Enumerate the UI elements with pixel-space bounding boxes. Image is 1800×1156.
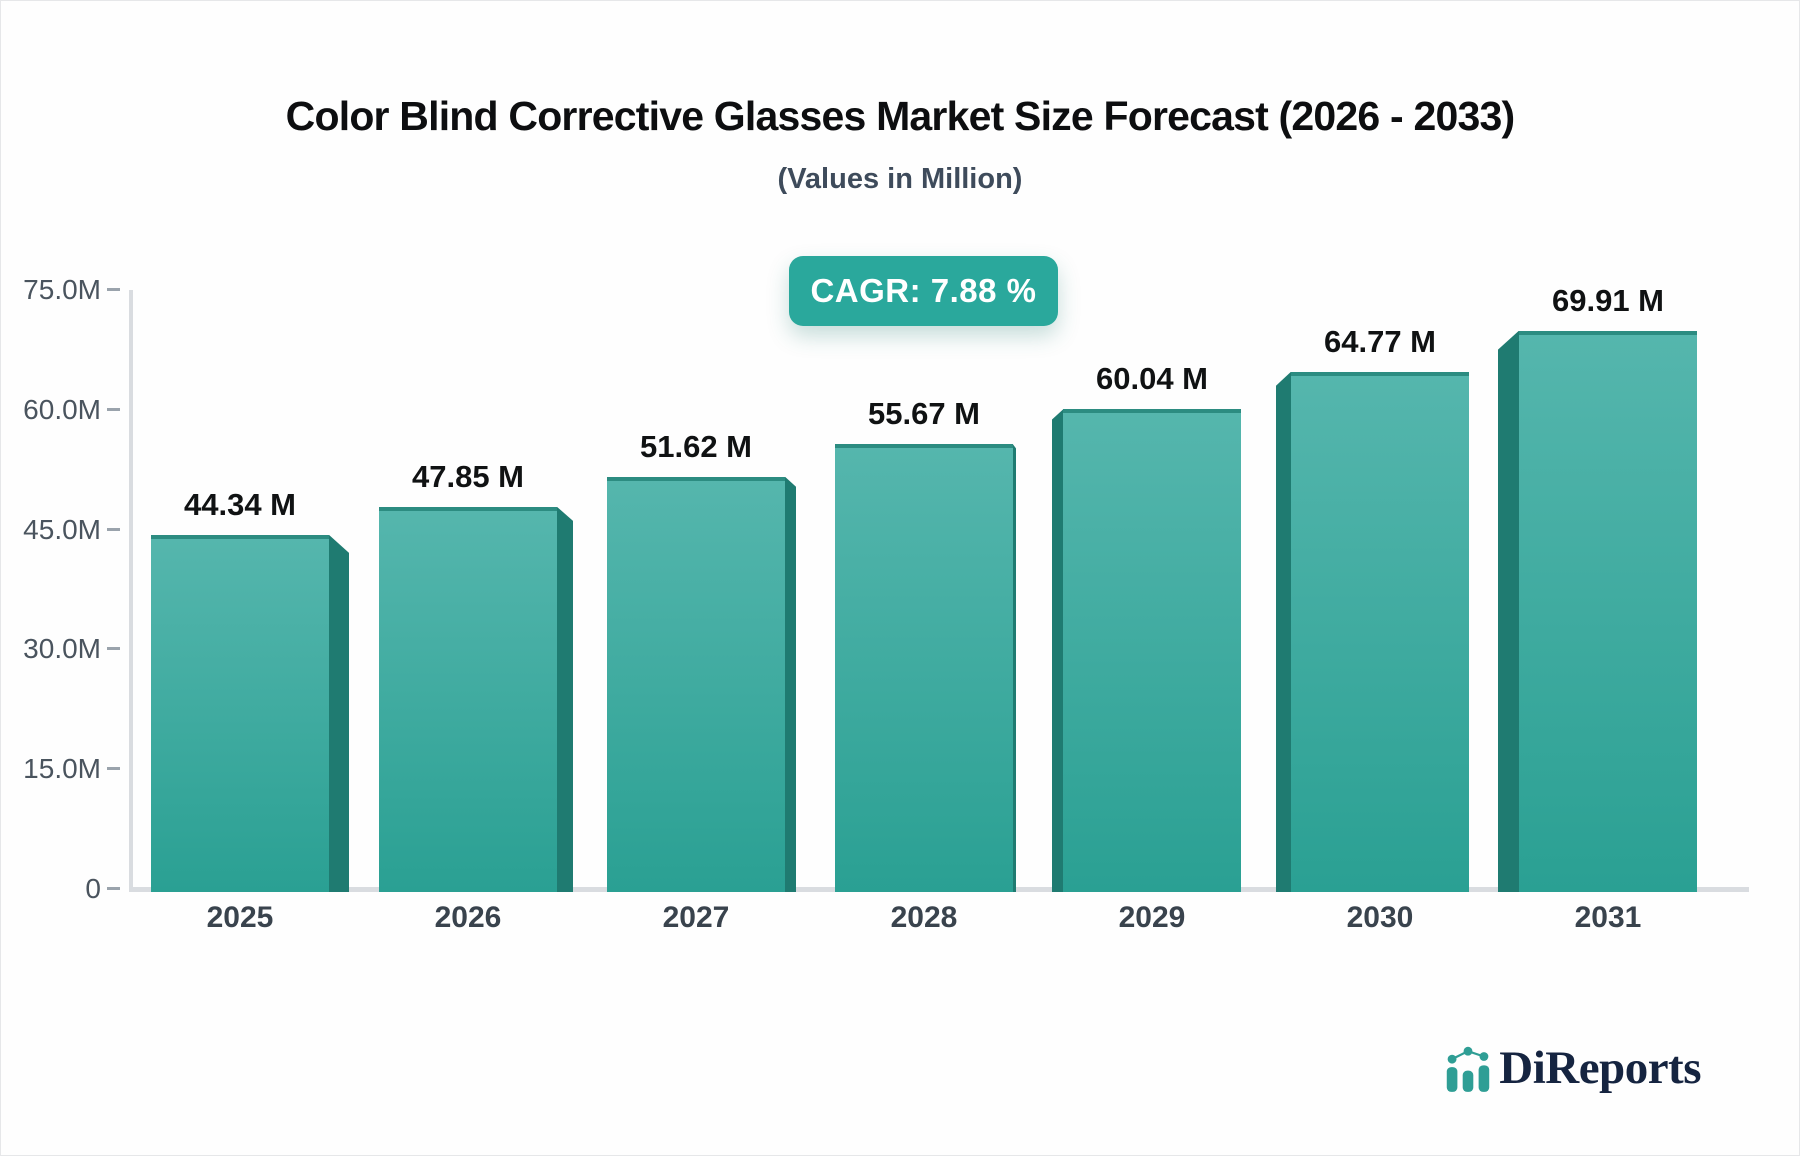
bar-value-label-2030: 64.77 M	[1323, 323, 1436, 359]
x-axis-label-2025: 2025	[206, 901, 274, 934]
cagr-badge-label: CAGR: 7.88 %	[810, 272, 1037, 309]
bar-2028[interactable]	[835, 444, 1013, 892]
bar-2027[interactable]	[607, 476, 785, 892]
y-axis-tick-label: 45.0M	[23, 513, 101, 545]
bar-side-face-2031	[1498, 330, 1519, 892]
bar-value-label-2027: 51.62 M	[639, 428, 752, 464]
bar-side-face-2030	[1276, 371, 1291, 892]
y-axis-tick-mark	[107, 407, 120, 411]
bar-value-label-2029: 60.04 M	[1095, 361, 1208, 397]
bar-side-face-2026	[557, 506, 573, 892]
y-axis-line	[129, 290, 133, 892]
bar-side-face-2025	[329, 534, 349, 892]
chart-subtitle: (Values in Million)	[777, 163, 1023, 195]
bar-side-face-2027	[785, 476, 796, 892]
bar-value-label-2028: 55.67 M	[867, 396, 980, 432]
y-axis-tick-mark	[107, 647, 120, 651]
bar-side-face-2028	[1013, 444, 1016, 892]
x-axis-label-2031: 2031	[1574, 901, 1642, 934]
x-axis-label-2027: 2027	[662, 901, 730, 934]
y-axis-tick-label: 15.0M	[23, 753, 101, 785]
x-axis-label-2029: 2029	[1118, 901, 1186, 934]
y-axis-tick-label: 60.0M	[23, 393, 101, 425]
chart-title: Color Blind Corrective Glasses Market Si…	[285, 93, 1515, 139]
bar-side-face-2029	[1052, 409, 1063, 892]
bar-2025[interactable]	[151, 534, 329, 892]
bar-2026[interactable]	[379, 506, 557, 892]
bar-2029[interactable]	[1063, 409, 1241, 892]
y-axis-tick-label: 75.0M	[23, 274, 101, 305]
cagr-badge: CAGR: 7.88 %	[789, 256, 1058, 326]
bar-chart-trend-icon	[1447, 1046, 1490, 1092]
x-axis-label-2028: 2028	[890, 901, 958, 934]
bar-2030[interactable]	[1291, 371, 1469, 892]
y-axis-tick-mark	[107, 527, 120, 531]
brand-logo: DiReports	[1445, 1033, 1701, 1103]
y-axis-tick-label: 30.0M	[23, 633, 101, 665]
bar-2031[interactable]	[1519, 330, 1697, 892]
bar-value-label-2025: 44.34 M	[183, 486, 296, 522]
brand-logo-text: DiReports	[1499, 1042, 1701, 1094]
y-axis-tick-mark	[107, 288, 120, 291]
x-axis-label-2026: 2026	[434, 901, 502, 934]
x-axis-label-2030: 2030	[1346, 901, 1414, 934]
y-axis-tick-mark	[107, 887, 120, 890]
bar-value-label-2031: 69.91 M	[1551, 282, 1664, 318]
bar-value-label-2026: 47.85 M	[411, 458, 524, 494]
y-axis-tick-mark	[107, 767, 120, 771]
y-axis-tick-label: 0	[85, 873, 101, 904]
